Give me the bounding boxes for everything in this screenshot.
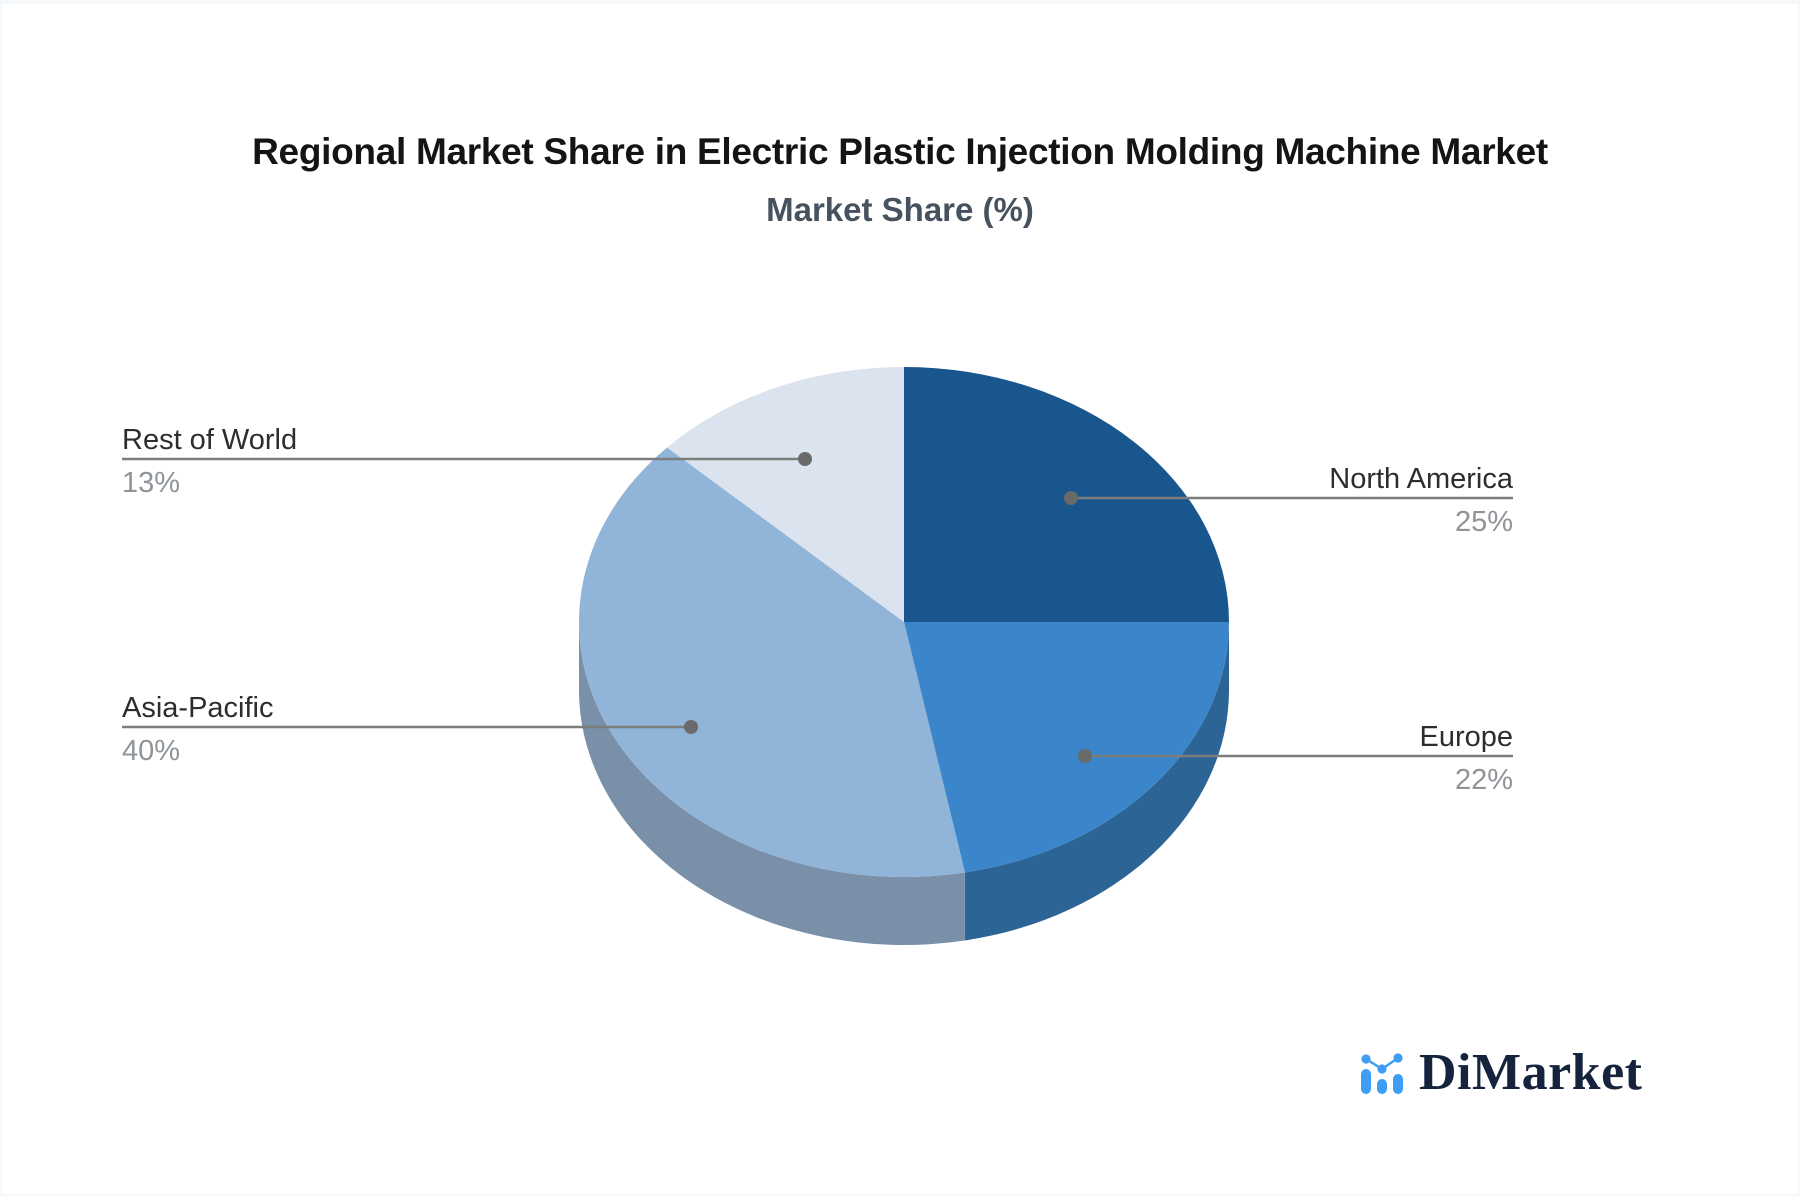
callout-europe: Europe 22%	[1078, 721, 1513, 796]
logo-icon-dot	[1393, 1053, 1403, 1063]
logo-icon-dot	[1361, 1054, 1371, 1064]
chart-title: Regional Market Share in Electric Plasti…	[252, 131, 1548, 172]
callout-dot	[1064, 491, 1078, 505]
callout-value-north-america: 25%	[1455, 506, 1513, 538]
pie-slice-side-asia-pacific	[579, 622, 965, 945]
pie-slice-asia-pacific	[579, 447, 965, 877]
pie-slice-europe	[904, 622, 1229, 873]
callout-label-rest-of-world: Rest of World	[122, 424, 297, 456]
callout-label-north-america: North America	[1329, 463, 1514, 495]
callout-dot	[1078, 749, 1092, 763]
logo-icon-dot	[1377, 1064, 1387, 1074]
logo-icon-bar	[1361, 1069, 1371, 1094]
callout-dot	[684, 720, 698, 734]
chart-subtitle: Market Share (%)	[766, 191, 1034, 228]
callout-asia-pacific: Asia-Pacific 40%	[122, 692, 698, 767]
logo-icon-bar	[1377, 1079, 1387, 1094]
callout-label-europe: Europe	[1419, 721, 1513, 753]
callout-rest-of-world: Rest of World 13%	[122, 424, 812, 499]
pie-slice-side-europe	[964, 622, 1229, 941]
callout-label-asia-pacific: Asia-Pacific	[122, 692, 274, 724]
callout-value-asia-pacific: 40%	[122, 735, 180, 767]
pie-slice-rest-of-world	[667, 367, 904, 622]
callout-north-america: North America 25%	[1064, 463, 1514, 538]
callout-dot	[798, 452, 812, 466]
logo: DiMarket	[1360, 1038, 1643, 1101]
logo-icon-bar	[1393, 1074, 1403, 1094]
bar-line-chart-icon	[1361, 1053, 1403, 1094]
logo-text: DiMarket	[1419, 1044, 1643, 1101]
callout-value-rest-of-world: 13%	[122, 467, 180, 499]
callout-value-europe: 22%	[1455, 764, 1513, 796]
